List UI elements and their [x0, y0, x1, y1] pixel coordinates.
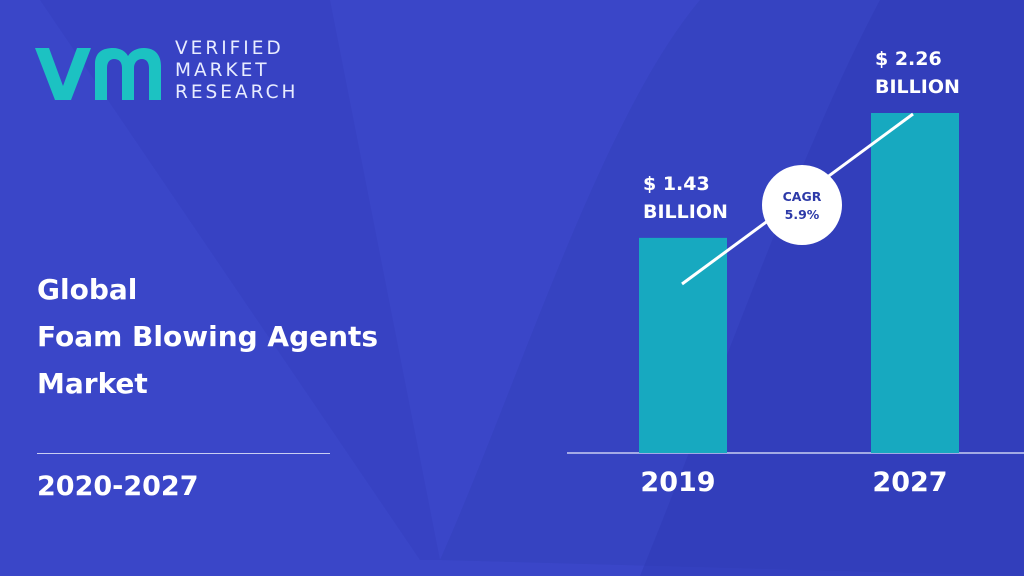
title-line-1: Global	[37, 273, 138, 306]
bar-2019	[639, 237, 727, 453]
tick-label-2027: 2027	[872, 467, 947, 498]
logo-line-3: RESEARCH	[175, 82, 299, 103]
bar-2027	[871, 113, 959, 453]
tick-label-2019: 2019	[640, 467, 715, 498]
cagr-label: CAGR	[783, 189, 822, 204]
logo-line-1: VERIFIED	[175, 38, 284, 59]
forecast-period: 2020-2027	[37, 471, 199, 502]
value-label-2027-unit: BILLION	[875, 76, 960, 98]
cagr-value: 5.9%	[785, 207, 820, 222]
value-label-2019-unit: BILLION	[643, 201, 728, 223]
verified-market-research-logo: VERIFIED MARKET RESEARCH	[33, 38, 323, 108]
logo-line-2: MARKET	[175, 60, 270, 81]
report-title: Global Foam Blowing Agents Market	[37, 266, 378, 407]
value-label-2019-amount: $ 1.43	[643, 173, 710, 195]
title-line-2: Foam Blowing Agents	[37, 320, 379, 353]
cagr-badge	[762, 165, 842, 245]
value-label-2027-amount: $ 2.26	[875, 48, 942, 70]
logo-wordmark: VERIFIED MARKET RESEARCH	[175, 38, 298, 104]
vmr-logo-icon	[35, 48, 161, 100]
title-line-3: Market	[37, 367, 148, 400]
title-divider	[37, 453, 330, 454]
